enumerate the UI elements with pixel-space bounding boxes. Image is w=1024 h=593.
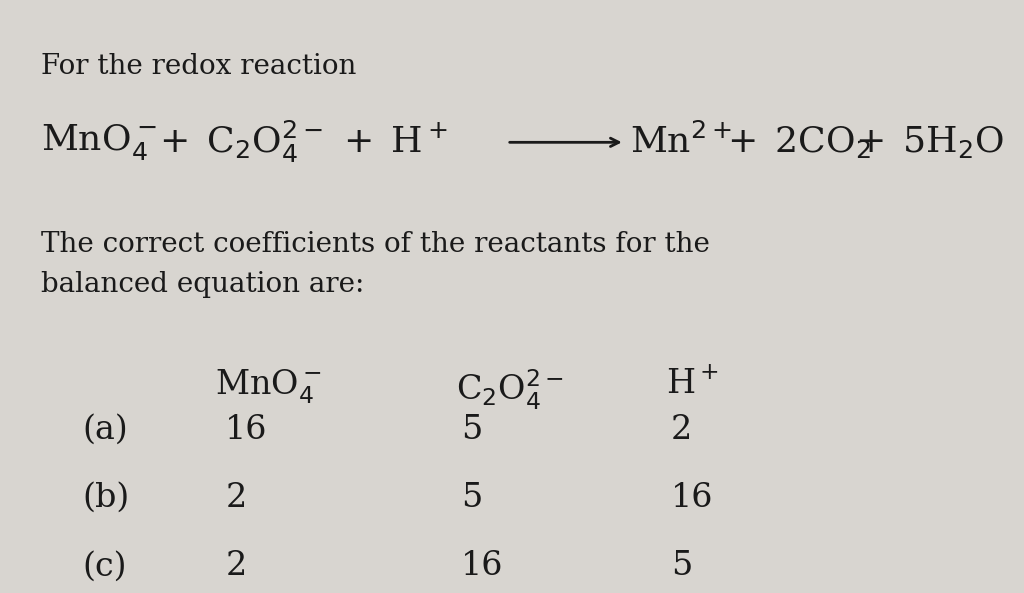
Text: 5: 5 xyxy=(461,482,482,514)
Text: (b): (b) xyxy=(82,482,129,514)
Text: $+\,$ 5H$_2$O: $+\,$ 5H$_2$O xyxy=(855,125,1005,160)
Text: $+\,$ C$_2$O$_4^{2-}$: $+\,$ C$_2$O$_4^{2-}$ xyxy=(159,119,323,165)
Text: MnO$_4^-$: MnO$_4^-$ xyxy=(215,368,323,406)
Text: $+\,$ 2CO$_2$: $+\,$ 2CO$_2$ xyxy=(727,125,870,160)
Text: Mn$^{2+}$: Mn$^{2+}$ xyxy=(630,124,732,161)
Text: 5: 5 xyxy=(671,550,692,582)
Text: (c): (c) xyxy=(82,550,126,582)
Text: H$^+$: H$^+$ xyxy=(666,368,719,400)
Text: 16: 16 xyxy=(461,550,504,582)
Text: 16: 16 xyxy=(671,482,714,514)
Text: 5: 5 xyxy=(461,414,482,446)
Text: $+\,$ H$^+$: $+\,$ H$^+$ xyxy=(343,125,447,160)
Text: The correct coefficients of the reactants for the
balanced equation are:: The correct coefficients of the reactant… xyxy=(41,231,710,298)
Text: 2: 2 xyxy=(671,414,692,446)
Text: 2: 2 xyxy=(225,550,247,582)
Text: 16: 16 xyxy=(225,414,268,446)
Text: For the redox reaction: For the redox reaction xyxy=(41,53,356,81)
Text: 2: 2 xyxy=(225,482,247,514)
Text: MnO$_4^-$: MnO$_4^-$ xyxy=(41,122,157,162)
Text: C$_2$O$_4^{2-}$: C$_2$O$_4^{2-}$ xyxy=(456,368,563,412)
Text: (a): (a) xyxy=(82,414,128,446)
